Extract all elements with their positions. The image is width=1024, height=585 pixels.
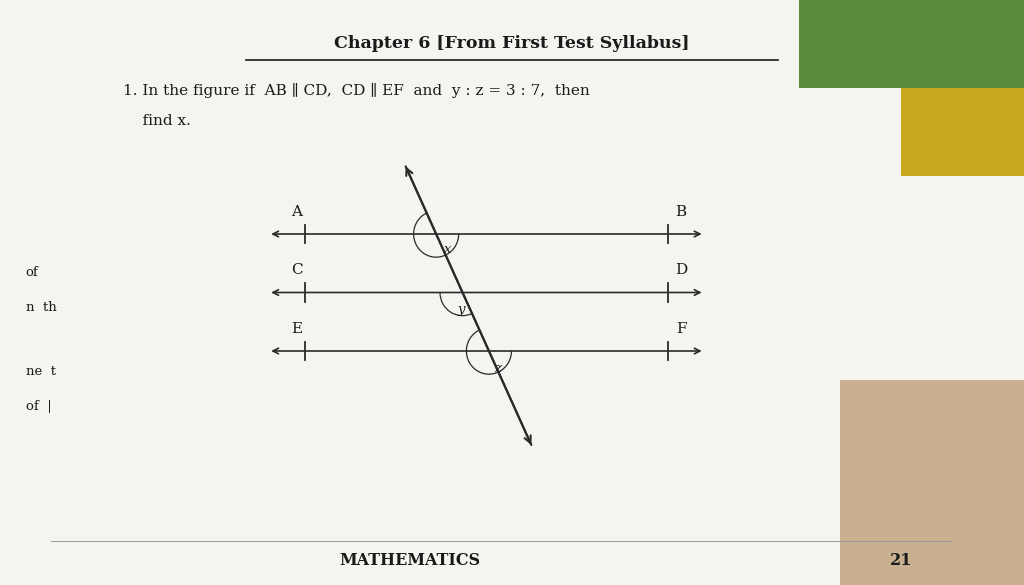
Polygon shape bbox=[799, 0, 1024, 88]
Text: of: of bbox=[26, 266, 38, 278]
Text: Chapter 6 [From First Test Syllabus]: Chapter 6 [From First Test Syllabus] bbox=[334, 35, 690, 53]
Text: C: C bbox=[291, 263, 303, 277]
Text: of  |: of | bbox=[26, 400, 51, 413]
Text: 1. In the figure if  AB ∥ CD,  CD ∥ EF  and  y : z = 3 : 7,  then: 1. In the figure if AB ∥ CD, CD ∥ EF and… bbox=[123, 83, 590, 98]
Text: B: B bbox=[676, 205, 686, 219]
Text: 21: 21 bbox=[890, 552, 912, 569]
Text: ne  t: ne t bbox=[26, 365, 55, 378]
Text: F: F bbox=[676, 322, 686, 336]
Polygon shape bbox=[840, 380, 1024, 585]
Text: A: A bbox=[292, 205, 302, 219]
Polygon shape bbox=[901, 88, 1024, 176]
Text: find x.: find x. bbox=[123, 114, 190, 128]
Text: n  th: n th bbox=[26, 301, 56, 314]
Text: x: x bbox=[444, 243, 452, 256]
Text: y: y bbox=[458, 303, 465, 316]
Text: z: z bbox=[494, 362, 501, 374]
Text: E: E bbox=[292, 322, 302, 336]
Text: D: D bbox=[675, 263, 687, 277]
Text: MATHEMATICS: MATHEMATICS bbox=[339, 552, 480, 569]
